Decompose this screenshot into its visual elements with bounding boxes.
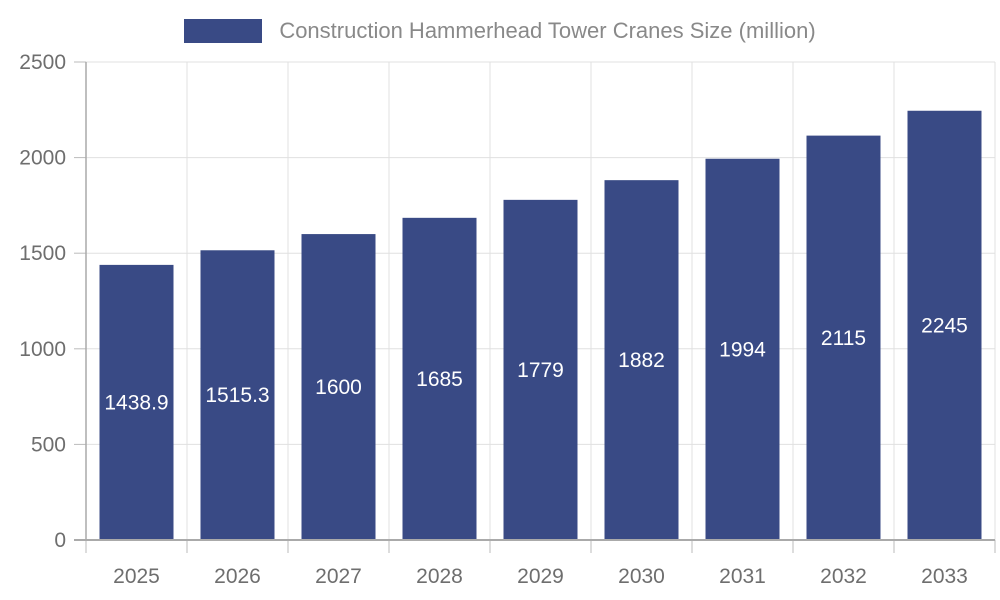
bar — [604, 180, 679, 540]
y-axis-label: 2000 — [19, 147, 66, 170]
x-axis-label: 2033 — [921, 565, 968, 588]
bar-value-label: 2245 — [921, 314, 968, 337]
bar — [907, 110, 982, 541]
x-axis-label: 2031 — [719, 565, 766, 588]
bar — [402, 217, 477, 540]
x-axis-label: 2026 — [214, 565, 261, 588]
y-axis-label: 1000 — [19, 338, 66, 361]
bar — [200, 250, 275, 540]
legend-label: Construction Hammerhead Tower Cranes Siz… — [279, 18, 816, 43]
bar — [99, 264, 174, 540]
x-axis-label: 2029 — [517, 565, 564, 588]
x-axis-label: 2028 — [416, 565, 463, 588]
x-axis-label: 2032 — [820, 565, 867, 588]
bar-value-label: 1882 — [618, 349, 665, 372]
legend-swatch — [184, 19, 263, 43]
y-axis-label: 500 — [31, 433, 66, 456]
x-axis-label: 2025 — [113, 565, 160, 588]
bar-value-label: 1685 — [416, 368, 463, 391]
bar — [301, 234, 376, 540]
bar-value-label: 2115 — [821, 327, 866, 350]
x-axis-label: 2027 — [315, 565, 362, 588]
bar-value-label: 1515.3 — [205, 384, 269, 407]
y-axis-label: 1500 — [19, 242, 66, 265]
legend: Construction Hammerhead Tower Cranes Siz… — [0, 19, 1000, 43]
y-axis-label: 2500 — [19, 51, 66, 74]
y-axis-label: 0 — [54, 529, 66, 552]
x-axis-label: 2030 — [618, 565, 665, 588]
bar — [503, 199, 578, 540]
bar-value-label: 1600 — [315, 376, 362, 399]
bar — [705, 158, 780, 540]
bar-value-label: 1994 — [719, 338, 766, 361]
bar — [806, 135, 881, 540]
bar-value-label: 1438.9 — [104, 391, 168, 414]
bar-value-label: 1779 — [517, 359, 564, 382]
